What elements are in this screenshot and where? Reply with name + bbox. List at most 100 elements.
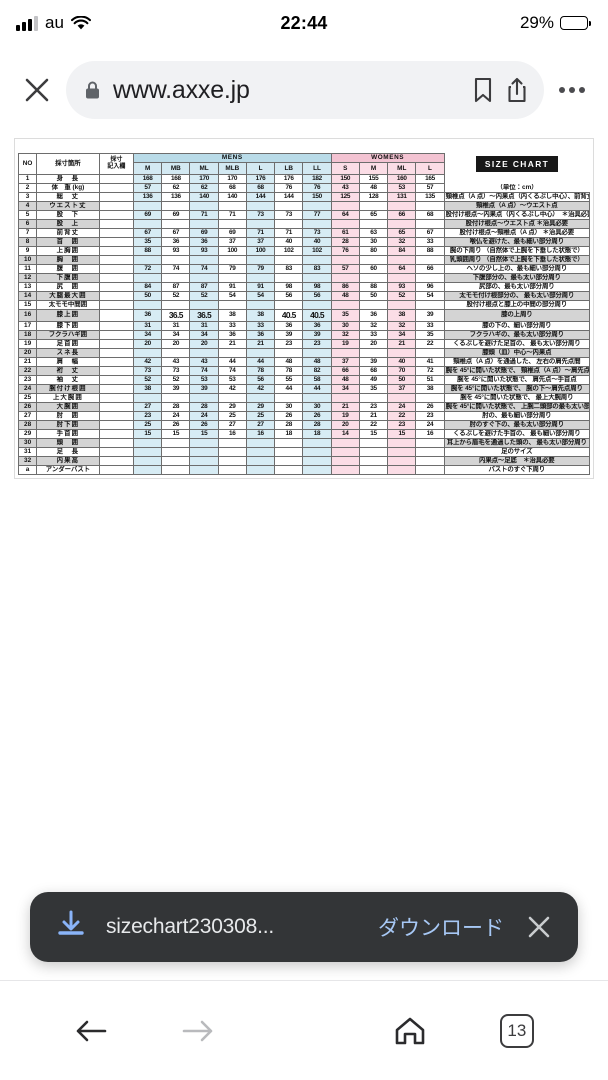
cell-value: 39 bbox=[358, 356, 389, 367]
cell-value bbox=[245, 201, 276, 211]
cell-value: 52 bbox=[161, 374, 191, 385]
row-memo-input-cell[interactable] bbox=[98, 410, 134, 421]
cell-value bbox=[161, 464, 191, 475]
share-icon[interactable] bbox=[506, 76, 528, 104]
row-memo-input-cell[interactable] bbox=[98, 309, 134, 322]
row-memo-input-cell[interactable] bbox=[98, 210, 134, 220]
more-options-icon[interactable] bbox=[550, 67, 594, 113]
row-memo-input-cell[interactable] bbox=[98, 338, 134, 349]
cell-value: 33 bbox=[245, 320, 276, 331]
cell-value bbox=[415, 464, 445, 475]
address-bar[interactable]: www.axxe.jp bbox=[66, 61, 544, 119]
cell-value: 52 bbox=[387, 291, 417, 301]
row-memo-input-cell[interactable] bbox=[98, 183, 134, 193]
cell-value bbox=[415, 255, 445, 265]
row-number: 15 bbox=[17, 300, 38, 310]
table-row: 30 頭 囲 耳上から眉毛を通過した頭の、 最も太い部分周り bbox=[17, 437, 591, 448]
row-memo-input-cell[interactable] bbox=[98, 291, 134, 301]
cell-value: 93 bbox=[189, 246, 219, 256]
cell-value: 15 bbox=[387, 428, 417, 439]
row-memo-input-cell[interactable] bbox=[98, 356, 134, 367]
row-part-label: ウエスト丈 bbox=[36, 201, 100, 211]
row-memo-input-cell[interactable] bbox=[98, 437, 134, 448]
row-number: 6 bbox=[17, 219, 38, 229]
cell-value bbox=[132, 300, 163, 310]
row-memo-input-cell[interactable] bbox=[98, 446, 134, 457]
row-memo-input-cell[interactable] bbox=[98, 255, 134, 265]
row-number: 29 bbox=[17, 428, 38, 439]
cell-value bbox=[358, 201, 389, 211]
row-memo-input-cell[interactable] bbox=[98, 237, 134, 247]
cell-value: 21 bbox=[358, 410, 389, 421]
close-icon[interactable] bbox=[522, 914, 556, 940]
cell-value bbox=[302, 273, 332, 283]
cell-value: 176 bbox=[274, 174, 304, 184]
header-size-mens-l: L bbox=[245, 162, 276, 175]
browser-bottom-nav: 13 bbox=[0, 980, 608, 1080]
cell-value: 37 bbox=[387, 383, 417, 394]
cell-value: 34 bbox=[330, 383, 360, 394]
cell-value: 22 bbox=[387, 410, 417, 421]
cell-value: 93 bbox=[387, 282, 417, 292]
table-row: 14 大腿最大囲 50 52 52 54 54 56 56 48 50 52 54 太モモ付け根部分の、 … bbox=[17, 291, 591, 301]
row-memo-input-cell[interactable] bbox=[98, 329, 134, 340]
close-icon[interactable] bbox=[14, 67, 60, 113]
cell-value bbox=[415, 392, 445, 403]
cell-value: 36 bbox=[358, 309, 389, 322]
cell-value bbox=[274, 273, 304, 283]
cell-value: 32 bbox=[358, 320, 389, 331]
cell-value: 35 bbox=[415, 329, 445, 340]
row-memo-input-cell[interactable] bbox=[98, 264, 134, 274]
row-part-label: 尻 囲 bbox=[36, 282, 100, 292]
table-row: 7 前背丈 67 67 69 69 71 71 73 61 63 65 67 股付け根点〜頸椎点（A 点）… bbox=[17, 228, 591, 238]
cell-value bbox=[302, 300, 332, 310]
row-memo-input-cell[interactable] bbox=[98, 282, 134, 292]
row-memo-input-cell[interactable] bbox=[98, 228, 134, 238]
row-memo-input-cell[interactable] bbox=[98, 365, 134, 376]
table-row: 20 スネ長 膝頭（皿）中心〜内果点 bbox=[17, 347, 591, 358]
cell-value bbox=[245, 300, 276, 310]
row-number: 4 bbox=[17, 201, 38, 211]
cell-value bbox=[387, 455, 417, 466]
cell-value: 57 bbox=[415, 183, 445, 193]
row-memo-input-cell[interactable] bbox=[98, 374, 134, 385]
home-icon[interactable] bbox=[357, 1001, 463, 1061]
row-memo-input-cell[interactable] bbox=[98, 401, 134, 412]
row-memo-input-cell[interactable] bbox=[98, 273, 134, 283]
cell-value bbox=[274, 255, 304, 265]
row-description: 肘の、最も細い部分周り bbox=[443, 410, 591, 421]
row-memo-input-cell[interactable] bbox=[98, 320, 134, 331]
row-memo-input-cell[interactable] bbox=[98, 455, 134, 466]
download-action-button[interactable]: ダウンロード bbox=[378, 917, 504, 940]
row-memo-input-cell[interactable] bbox=[98, 192, 134, 202]
row-number: 17 bbox=[17, 320, 38, 331]
row-memo-input-cell[interactable] bbox=[98, 347, 134, 358]
header-group-womens: WOMENS bbox=[330, 153, 445, 163]
row-memo-input-cell[interactable] bbox=[98, 219, 134, 229]
tab-switcher-button[interactable]: 13 bbox=[464, 1001, 570, 1061]
row-memo-input-cell[interactable] bbox=[98, 392, 134, 403]
back-arrow-icon[interactable] bbox=[38, 1001, 144, 1061]
row-part-label: 大腕囲 bbox=[36, 401, 100, 412]
row-memo-input-cell[interactable] bbox=[98, 201, 134, 211]
row-memo-input-cell[interactable] bbox=[98, 246, 134, 256]
cell-value: 23 bbox=[302, 338, 332, 349]
row-memo-input-cell[interactable] bbox=[98, 174, 134, 184]
row-memo-input-cell[interactable] bbox=[98, 428, 134, 439]
cell-value bbox=[132, 437, 163, 448]
size-chart-title-cell: SIZE CHART bbox=[444, 154, 589, 175]
row-memo-input-cell[interactable] bbox=[98, 383, 134, 394]
cell-value: 54 bbox=[415, 291, 445, 301]
cell-value: 31 bbox=[132, 320, 163, 331]
cell-value: 15 bbox=[132, 428, 163, 439]
cell-value: 53 bbox=[387, 183, 417, 193]
cell-value: 88 bbox=[415, 246, 445, 256]
row-memo-input-cell[interactable] bbox=[98, 300, 134, 310]
bookmark-icon[interactable] bbox=[472, 76, 494, 104]
cell-value: 71 bbox=[245, 228, 276, 238]
download-toast[interactable]: sizechart230308... ダウンロード bbox=[30, 892, 578, 962]
row-memo-input-cell[interactable] bbox=[98, 419, 134, 430]
row-memo-input-cell[interactable] bbox=[98, 464, 134, 475]
